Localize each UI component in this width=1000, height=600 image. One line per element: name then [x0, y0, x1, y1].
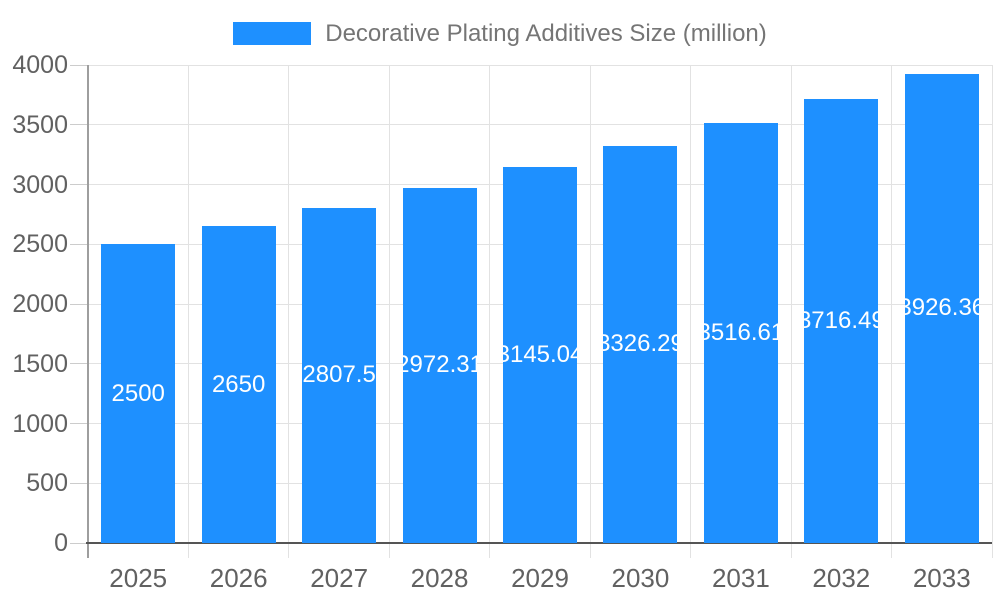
y-axis-tick-label: 2500: [12, 230, 68, 259]
legend: Decorative Plating Additives Size (milli…: [0, 20, 1000, 47]
bar-2030[interactable]: 3326.29: [603, 145, 678, 543]
y-axis-line: [87, 65, 89, 558]
legend-label[interactable]: Decorative Plating Additives Size (milli…: [325, 20, 767, 47]
x-axis-tick-label: 2026: [209, 563, 268, 593]
gridline-horizontal: [88, 124, 992, 126]
bar-value-label: 2650: [211, 370, 266, 398]
bar-2026[interactable]: 2650: [201, 226, 276, 543]
bar-2032[interactable]: 3716.49: [804, 98, 879, 543]
y-axis-tick: [70, 423, 88, 424]
bar-2025[interactable]: 2500: [101, 244, 176, 543]
y-axis-tick: [70, 184, 88, 185]
y-axis-tick: [70, 243, 88, 245]
legend-swatch[interactable]: [233, 22, 312, 45]
y-axis-tick-label: 500: [26, 469, 68, 498]
y-axis-tick-label: 4000: [12, 51, 68, 79]
bar-value-label: 3326.29: [603, 330, 678, 358]
bar-value-label: 3716.49: [804, 306, 879, 334]
x-axis-tick-label: 2030: [611, 563, 670, 593]
bar-2028[interactable]: 2972.31: [402, 187, 477, 543]
y-axis-tick-label: 3000: [12, 170, 68, 199]
gridline-vertical: [690, 65, 692, 558]
gridline-vertical: [388, 65, 390, 558]
y-axis-tick-label: 1500: [12, 349, 68, 378]
gridline-vertical: [790, 65, 792, 558]
gridline-horizontal: [88, 64, 992, 66]
bar-2027[interactable]: 2807.5: [302, 207, 377, 543]
y-axis-tick-label: 2000: [12, 290, 68, 318]
gridline-vertical: [288, 65, 290, 558]
y-axis-tick: [70, 64, 88, 66]
x-axis-tick-label: 2029: [511, 563, 569, 593]
bar-value-label: 3516.61: [703, 318, 778, 346]
y-axis-tick: [70, 303, 88, 305]
y-axis-tick: [70, 363, 88, 365]
gridline-vertical: [891, 65, 893, 558]
y-axis-tick: [70, 482, 88, 484]
x-axis-tick-label: 2031: [711, 563, 770, 593]
x-axis-tick-label: 2028: [410, 563, 469, 593]
bar-value-label: 2807.5: [302, 361, 376, 389]
bar-2031[interactable]: 3516.61: [703, 122, 778, 543]
x-axis-tick-label: 2032: [812, 563, 871, 593]
y-axis-tick: [70, 542, 88, 544]
gridline-vertical: [489, 65, 491, 558]
bar-2033[interactable]: 3926.36: [904, 73, 979, 543]
bar-value-label: 3145.04: [503, 341, 577, 369]
bar-value-label: 2500: [111, 379, 165, 407]
bar-value-label: 3926.36: [904, 294, 979, 322]
x-axis-tick-label: 2027: [310, 563, 369, 593]
x-axis-baseline: [86, 542, 992, 544]
x-axis-tick-label: 2025: [109, 563, 168, 593]
y-axis-tick: [70, 124, 88, 126]
x-axis-tick-label: 2033: [912, 563, 971, 593]
gridline-vertical: [589, 65, 591, 558]
bar-2029[interactable]: 3145.04: [503, 167, 577, 543]
gridline-vertical: [187, 65, 189, 558]
y-axis-tick-label: 1000: [12, 409, 68, 438]
gridline-vertical: [991, 65, 993, 558]
bar-value-label: 2972.31: [402, 351, 477, 379]
y-axis-tick-label: 0: [54, 529, 68, 557]
y-axis-tick-label: 3500: [12, 110, 68, 139]
